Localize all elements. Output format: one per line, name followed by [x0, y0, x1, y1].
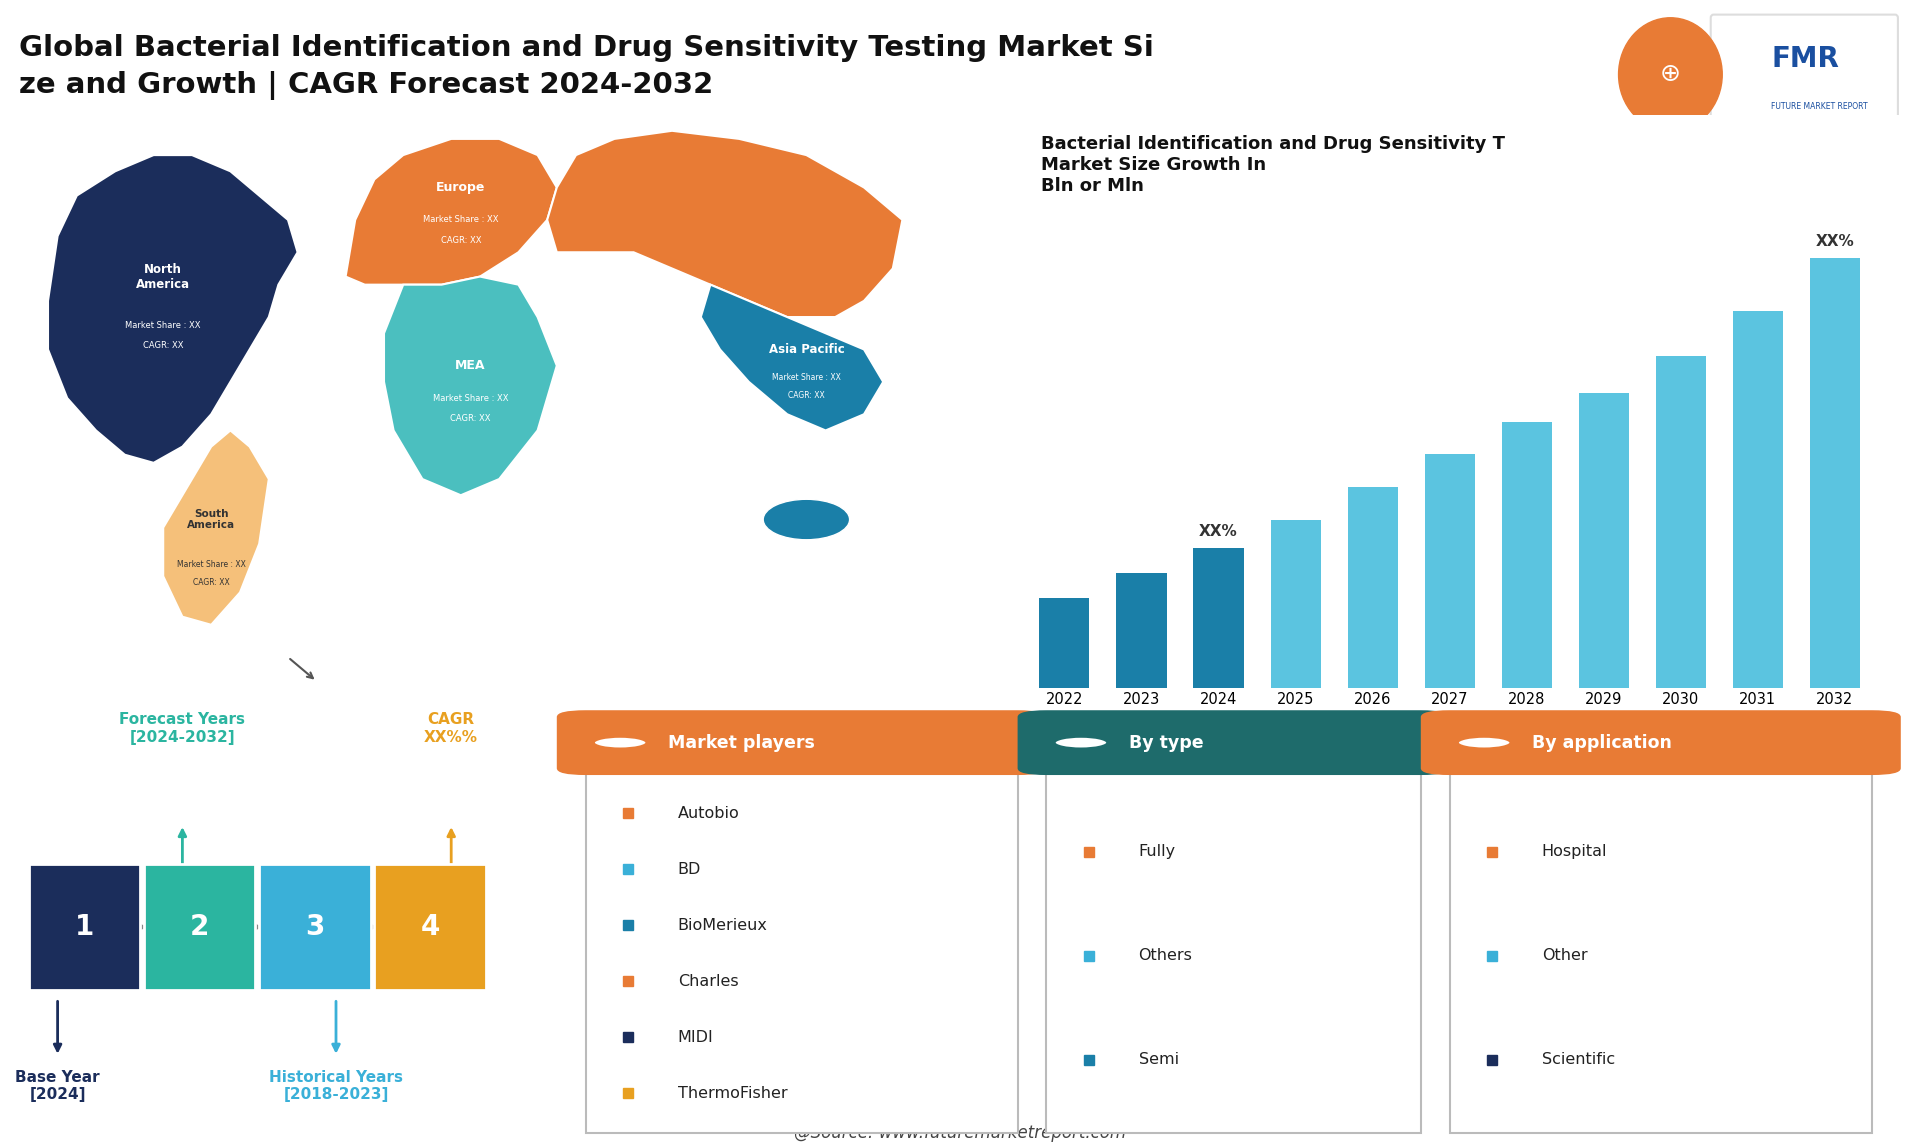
Text: 3: 3: [305, 913, 324, 941]
Polygon shape: [163, 431, 269, 625]
FancyBboxPatch shape: [586, 768, 1018, 1132]
Text: Market Share : XX: Market Share : XX: [432, 393, 509, 402]
Text: Market players: Market players: [668, 733, 814, 752]
Polygon shape: [346, 139, 557, 284]
Text: Asia Pacific: Asia Pacific: [768, 343, 845, 356]
Bar: [1811, 258, 1860, 688]
FancyBboxPatch shape: [144, 864, 255, 989]
Bar: [1425, 454, 1475, 688]
Text: Global Bacterial Identification and Drug Sensitivity Testing Market Si
ze and Gr: Global Bacterial Identification and Drug…: [19, 34, 1154, 100]
FancyBboxPatch shape: [1018, 711, 1450, 775]
Text: Fully: Fully: [1139, 845, 1175, 860]
Text: South
America: South America: [186, 509, 236, 531]
Text: FUTURE MARKET REPORT: FUTURE MARKET REPORT: [1770, 102, 1868, 110]
Bar: [1039, 597, 1089, 688]
Circle shape: [593, 737, 647, 748]
Text: 1: 1: [75, 913, 94, 941]
Text: By type: By type: [1129, 733, 1204, 752]
Bar: [1271, 520, 1321, 688]
Bar: [1732, 311, 1784, 688]
Ellipse shape: [762, 500, 849, 540]
Text: Semi: Semi: [1139, 1052, 1179, 1067]
Text: Hospital: Hospital: [1542, 845, 1607, 860]
Bar: [1194, 549, 1244, 688]
Text: Autobio: Autobio: [678, 806, 739, 821]
FancyBboxPatch shape: [259, 864, 371, 989]
Text: BioMerieux: BioMerieux: [678, 918, 768, 933]
Text: North
America: North America: [136, 262, 190, 291]
Text: ThermoFisher: ThermoFisher: [678, 1086, 787, 1101]
Bar: [1578, 393, 1628, 688]
Bar: [1348, 487, 1398, 688]
Text: Charles: Charles: [678, 974, 739, 989]
Text: 4: 4: [420, 913, 440, 941]
Text: XX%: XX%: [1200, 524, 1238, 539]
FancyBboxPatch shape: [1421, 711, 1901, 775]
Text: Market Share : XX: Market Share : XX: [422, 215, 499, 225]
Bar: [1501, 422, 1551, 688]
FancyBboxPatch shape: [374, 864, 486, 989]
Text: Bacterial Identification and Drug Sensitivity T
Market Size Growth In
Bln or Mln: Bacterial Identification and Drug Sensit…: [1041, 135, 1505, 195]
Text: XX%: XX%: [1816, 234, 1855, 249]
Text: Market Share : XX: Market Share : XX: [772, 374, 841, 383]
Circle shape: [1054, 737, 1108, 748]
Text: Market Share : XX: Market Share : XX: [177, 559, 246, 568]
Text: Others: Others: [1139, 948, 1192, 963]
Text: CAGR: XX: CAGR: XX: [440, 236, 482, 244]
Text: CAGR
XX%%: CAGR XX%%: [424, 713, 478, 745]
Text: Europe: Europe: [436, 181, 486, 194]
Circle shape: [1457, 737, 1511, 748]
FancyBboxPatch shape: [557, 711, 1046, 775]
Polygon shape: [547, 131, 902, 317]
FancyBboxPatch shape: [29, 864, 140, 989]
FancyBboxPatch shape: [1046, 768, 1421, 1132]
Text: CAGR: XX: CAGR: XX: [142, 340, 184, 350]
Text: CAGR: XX: CAGR: XX: [449, 414, 492, 423]
Text: MEA: MEA: [455, 359, 486, 372]
Text: By application: By application: [1532, 733, 1672, 752]
Bar: [1655, 356, 1705, 688]
Text: Base Year
[2024]: Base Year [2024]: [15, 1070, 100, 1102]
Text: ⊕: ⊕: [1661, 63, 1680, 86]
Text: CAGR: XX: CAGR: XX: [787, 391, 826, 400]
FancyBboxPatch shape: [1450, 768, 1872, 1132]
Text: Scientific: Scientific: [1542, 1052, 1615, 1067]
Text: MIDI: MIDI: [678, 1030, 714, 1045]
Text: Other: Other: [1542, 948, 1588, 963]
Bar: [1116, 573, 1167, 688]
Text: Forecast Years
[2024-2032]: Forecast Years [2024-2032]: [119, 713, 246, 745]
Polygon shape: [384, 276, 557, 495]
Text: Market Share : XX: Market Share : XX: [125, 321, 202, 330]
Text: @Source: www.futuremarketreport.com: @Source: www.futuremarketreport.com: [795, 1123, 1125, 1141]
Text: BD: BD: [678, 862, 701, 877]
FancyBboxPatch shape: [1711, 15, 1897, 134]
Polygon shape: [701, 284, 883, 431]
Text: Historical Years
[2018-2023]: Historical Years [2018-2023]: [269, 1070, 403, 1102]
Circle shape: [1619, 17, 1722, 132]
Polygon shape: [48, 155, 298, 463]
Text: FMR: FMR: [1770, 45, 1839, 72]
Text: 2: 2: [190, 913, 209, 941]
Text: CAGR: XX: CAGR: XX: [192, 579, 230, 587]
